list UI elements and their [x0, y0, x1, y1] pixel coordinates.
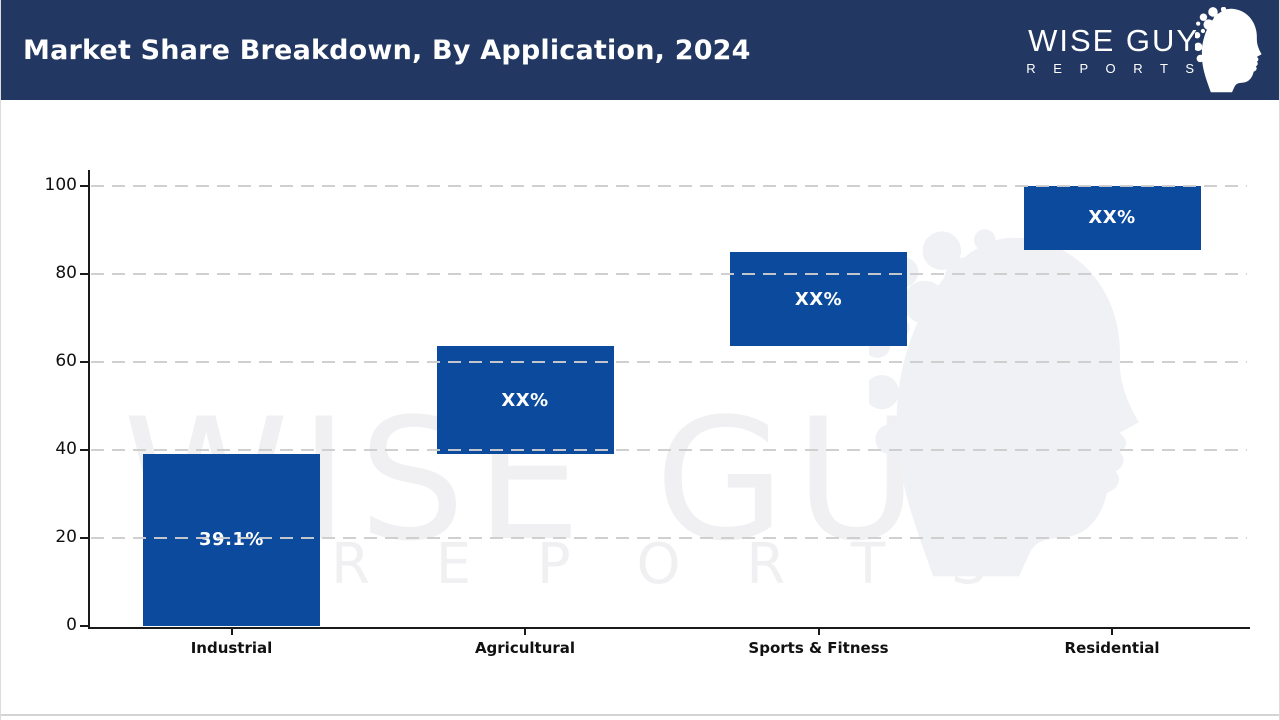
bar-value-label: XX%: [1088, 207, 1136, 229]
x-tick-mark: [230, 628, 233, 635]
y-tick-mark: [80, 625, 89, 627]
bar-industrial: 39.1%: [143, 453, 320, 626]
header-bar: Market Share Breakdown, By Application, …: [1, 0, 1279, 100]
bar-agricultural: XX%: [436, 346, 614, 454]
y-tick-label: 40: [55, 439, 77, 459]
brand-head-icon: [1195, 7, 1262, 93]
bar-residential: XX%: [1023, 186, 1201, 250]
y-tick-mark: [80, 449, 89, 451]
gridline-60: [91, 361, 1247, 363]
y-tick-mark: [80, 361, 89, 363]
y-tick-label: 80: [55, 263, 77, 283]
brand-logo-text: WISE GUY R E P O R T S: [1026, 25, 1201, 75]
page-bottom-divider: [1, 714, 1279, 716]
watermark-text: R E P O R T S: [331, 532, 1011, 597]
y-tick-label: 60: [55, 351, 77, 371]
y-axis: [88, 170, 90, 629]
brand-name: WISE GUY: [1028, 23, 1200, 58]
chart-plot-area: WISE GUY R E P O R T S 0 20 40 60 80 100 39.1%…: [1, 100, 1279, 717]
page-title: Market Share Breakdown, By Application, …: [23, 34, 751, 66]
x-category-label-industrial: Industrial: [190, 639, 273, 657]
gridline-80: [91, 273, 1247, 275]
watermark-head-icon: [869, 229, 1139, 577]
y-tick-mark: [80, 537, 89, 539]
gridline-20: [91, 537, 1247, 539]
gridline-40: [91, 449, 1247, 451]
x-category-label-residential: Residential: [1064, 639, 1160, 657]
bar-sports-fitness: XX%: [730, 252, 907, 347]
x-axis: [88, 627, 1250, 629]
brand-logo: WISE GUY R E P O R T S: [1026, 7, 1279, 93]
x-category-label-agricultural: Agricultural: [474, 639, 576, 657]
gridline-100: [91, 185, 1247, 187]
x-tick-mark: [817, 628, 820, 635]
y-tick-mark: [80, 185, 89, 187]
x-tick-mark: [1111, 628, 1113, 635]
brand-subtitle: R E P O R T S: [1026, 61, 1201, 76]
y-tick-mark: [80, 273, 89, 275]
y-tick-label: 20: [55, 527, 77, 547]
x-tick-mark: [524, 628, 526, 635]
bar-value-label: XX%: [794, 288, 843, 310]
bar-value-label: 39.1%: [199, 529, 264, 551]
bar-value-label: XX%: [501, 389, 549, 411]
y-tick-label: 100: [44, 175, 77, 195]
y-tick-label: 0: [66, 615, 77, 635]
x-category-label-sports-fitness: Sports & Fitness: [748, 639, 889, 657]
